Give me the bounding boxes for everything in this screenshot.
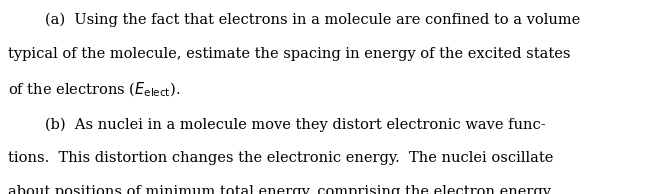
Text: (b)  As nuclei in a molecule move they distort electronic wave func-: (b) As nuclei in a molecule move they di… [8,117,546,132]
Text: typical of the molecule, estimate the spacing in energy of the excited states: typical of the molecule, estimate the sp… [8,47,570,61]
Text: tions.  This distortion changes the electronic energy.  The nuclei oscillate: tions. This distortion changes the elect… [8,151,553,165]
Text: (a)  Using the fact that electrons in a molecule are confined to a volume: (a) Using the fact that electrons in a m… [8,13,580,27]
Text: about positions of minimum total energy, comprising the electron energy: about positions of minimum total energy,… [8,185,551,194]
Text: of the electrons ($E_{\mathrm{elect}}$).: of the electrons ($E_{\mathrm{elect}}$). [8,81,181,99]
